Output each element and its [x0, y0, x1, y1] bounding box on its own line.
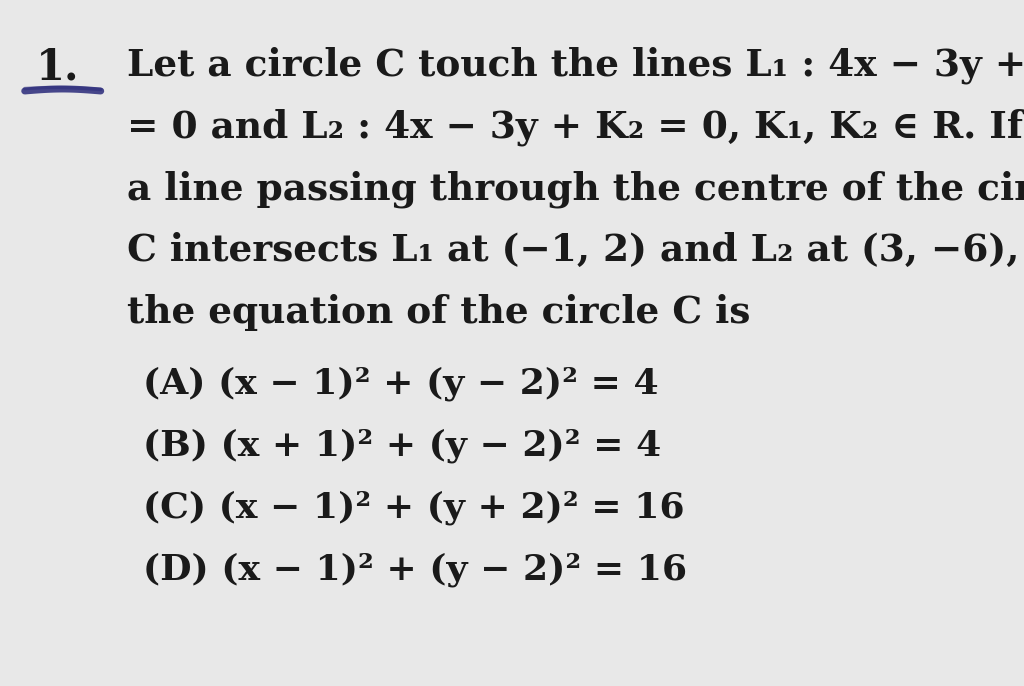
Text: (A) (x − 1)² + (y − 2)² = 4: (A) (x − 1)² + (y − 2)² = 4	[143, 366, 658, 401]
Text: (D) (x − 1)² + (y − 2)² = 16: (D) (x − 1)² + (y − 2)² = 16	[143, 552, 687, 587]
Text: the equation of the circle C is: the equation of the circle C is	[127, 294, 751, 331]
Text: a line passing through the centre of the circle: a line passing through the centre of the…	[127, 170, 1024, 207]
Text: 1.: 1.	[36, 46, 79, 88]
Text: C intersects L₁ at (−1, 2) and L₂ at (3, −6), then: C intersects L₁ at (−1, 2) and L₂ at (3,…	[127, 232, 1024, 269]
Text: (C) (x − 1)² + (y + 2)² = 16: (C) (x − 1)² + (y + 2)² = 16	[143, 490, 685, 525]
Text: = 0 and L₂ : 4x − 3y + K₂ = 0, K₁, K₂ ∈ R. If: = 0 and L₂ : 4x − 3y + K₂ = 0, K₁, K₂ ∈ …	[127, 108, 1023, 145]
Text: Let a circle C touch the lines L₁ : 4x − 3y + K₁: Let a circle C touch the lines L₁ : 4x −…	[127, 46, 1024, 84]
Text: (B) (x + 1)² + (y − 2)² = 4: (B) (x + 1)² + (y − 2)² = 4	[143, 428, 662, 462]
